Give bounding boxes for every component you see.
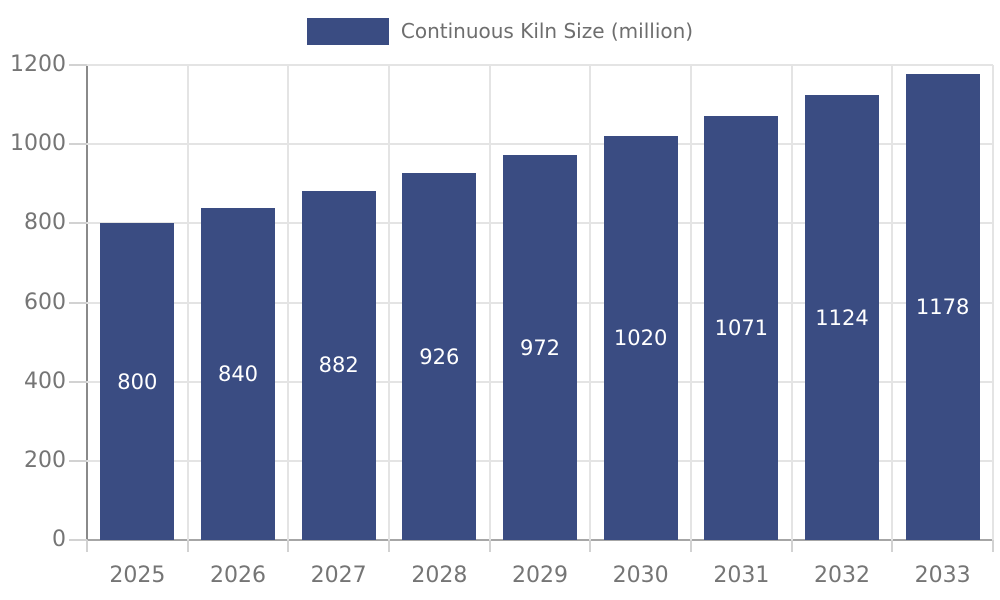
y-tick-1000 — [69, 143, 87, 146]
x-tick-label-2031: 2031 — [713, 563, 770, 588]
gridline-x-9 — [992, 65, 994, 540]
x-tick-0 — [86, 540, 88, 552]
bar-value-label: 972 — [519, 335, 561, 360]
bar-2031: 1071 — [704, 116, 779, 540]
bar-2030: 1020 — [603, 136, 678, 540]
gridline-x-6 — [690, 65, 692, 540]
gridline-y-1000 — [87, 143, 993, 146]
bar-2027: 882 — [301, 190, 376, 540]
gridline-x-7 — [790, 65, 793, 540]
x-tick-label-2028: 2028 — [411, 563, 468, 588]
legend: Continuous Kiln Size (million) — [0, 18, 1000, 45]
gridline-x-2 — [287, 65, 290, 540]
bar-value-label: 1020 — [613, 326, 668, 351]
y-tick-0 — [69, 539, 87, 541]
y-tick-label: 0 — [52, 527, 66, 552]
bar-2032: 1124 — [805, 95, 879, 540]
y-tick-label: 1200 — [10, 52, 66, 77]
x-tick-label-2025: 2025 — [109, 563, 166, 588]
x-tick-label-2026: 2026 — [210, 563, 266, 588]
gridline-x-5 — [589, 65, 592, 540]
x-tick-6 — [690, 540, 692, 552]
x-axis-line — [87, 539, 993, 541]
gridline-x-4 — [488, 65, 491, 540]
gridline-x-3 — [388, 65, 390, 540]
x-tick-label-2033: 2033 — [914, 563, 971, 588]
x-tick-label-2027: 2027 — [310, 563, 367, 588]
gridline-x-8 — [891, 65, 894, 540]
bar-2029: 972 — [503, 155, 577, 540]
bar-value-label: 1071 — [714, 316, 769, 341]
y-tick-600 — [69, 301, 87, 304]
x-tick-3 — [388, 540, 390, 552]
x-tick-7 — [790, 540, 793, 552]
y-tick-200 — [69, 459, 87, 462]
plot-area: 800 840 882 926 972 1020 1071 1124 1178 — [87, 64, 994, 540]
bar-2033: 1178 — [905, 73, 980, 540]
bar-2026: 840 — [201, 207, 275, 540]
y-tick-label: 600 — [24, 289, 66, 315]
gridline-x-1 — [186, 65, 189, 540]
y-tick-400 — [69, 380, 87, 383]
legend-swatch — [306, 18, 389, 45]
bar-value-label: 1178 — [915, 294, 970, 319]
x-tick-2 — [287, 540, 290, 552]
gridline-y-1200 — [87, 64, 993, 66]
x-tick-8 — [891, 540, 894, 552]
x-tick-4 — [488, 540, 491, 552]
legend-label: Continuous Kiln Size (million) — [400, 19, 694, 43]
y-tick-label: 200 — [24, 447, 66, 473]
x-tick-label-2032: 2032 — [814, 563, 870, 588]
bar-value-label: 882 — [318, 353, 359, 378]
x-tick-5 — [589, 540, 592, 552]
y-tick-label: 1000 — [10, 131, 66, 157]
y-tick-label: 800 — [24, 210, 66, 236]
y-tick-800 — [69, 222, 87, 225]
x-tick-label-2030: 2030 — [612, 563, 669, 588]
x-tick-label-2029: 2029 — [512, 563, 568, 588]
bar-2028: 926 — [402, 173, 477, 540]
bar-value-label: 800 — [117, 369, 158, 394]
x-tick-1 — [186, 540, 189, 552]
bar-value-label: 840 — [217, 361, 259, 386]
bar-2025: 800 — [100, 223, 175, 540]
bar-value-label: 926 — [419, 344, 460, 369]
x-tick-9 — [992, 540, 994, 552]
y-tick-1200 — [69, 64, 87, 66]
y-tick-label: 400 — [24, 368, 66, 394]
bar-value-label: 1124 — [815, 305, 869, 330]
